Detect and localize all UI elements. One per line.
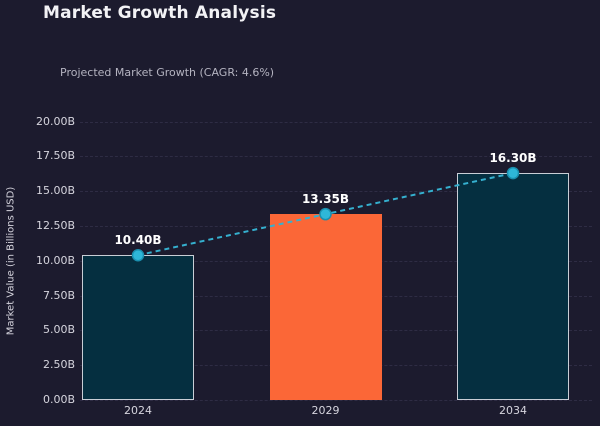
gridline [80,156,592,158]
gridline [80,400,592,401]
y-tick-label: 17.50B [35,149,75,163]
y-tick-label: 0.00B [42,393,75,406]
bar-2034 [457,173,569,400]
x-tick-label: 2029 [311,404,340,417]
bar-2029 [269,214,382,400]
y-tick-label: 10.00B [35,253,75,267]
bar-value-label: 13.35B [301,192,350,207]
gridline [80,121,592,123]
chart-title: Market Growth Analysis [43,3,277,23]
y-tick-label: 12.50B [35,219,75,232]
x-tick-label: 2024 [124,404,152,417]
bar-value-label: 10.40B [114,233,162,248]
y-tick-label: 15.00B [35,184,75,198]
chart-subtitle: Projected Market Growth (CAGR: 4.6%) [60,66,275,79]
y-tick-label: 2.50B [42,358,75,372]
y-tick-label: 5.00B [42,323,75,337]
x-tick-label: 2034 [499,404,527,417]
y-tick-label: 20.00B [35,114,75,128]
bar-value-label: 16.30B [489,151,537,166]
bar-2024 [82,255,194,400]
y-tick-label: 7.50B [42,288,75,302]
